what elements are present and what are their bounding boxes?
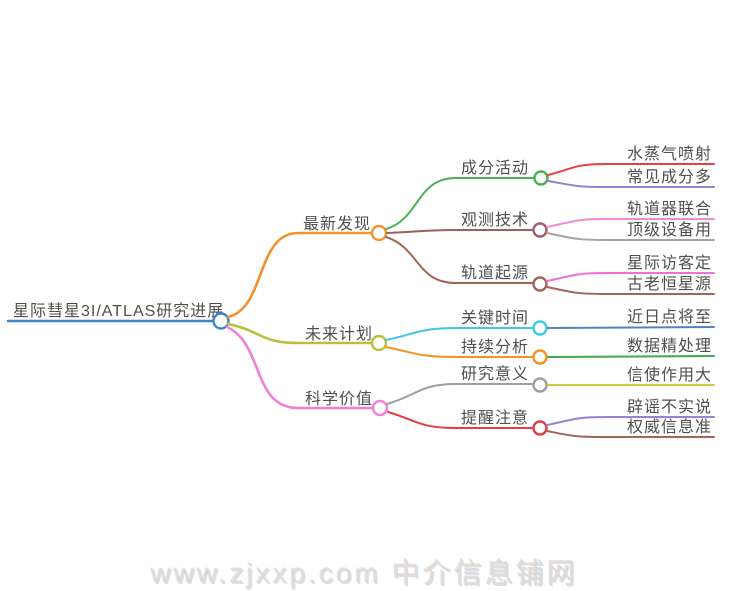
connector-reminder-notes [387, 411, 533, 429]
watermark-text: www.zjxxp.com 中介信息铺网 [150, 558, 579, 589]
future-plans-toggle-circle[interactable] [370, 334, 388, 352]
top-equipment-label[interactable]: 顶级设备用 [627, 221, 712, 239]
root-toggle-circle[interactable] [212, 312, 230, 330]
connector-composition-activity [385, 177, 534, 230]
future-plans-label[interactable]: 未来计划 [305, 325, 373, 343]
node-composition-activity[interactable]: 成分活动 [461, 159, 549, 186]
rumor-refute-label[interactable]: 辟谣不实说 [627, 398, 712, 416]
continuous-analysis-toggle-circle[interactable] [532, 349, 548, 365]
data-processing-label[interactable]: 数据精处理 [627, 337, 712, 355]
node-root[interactable]: 星际彗星3I/ATLAS研究进展 [6, 302, 230, 330]
connector-observation-tech [386, 229, 533, 234]
node-research-significance[interactable]: 研究意义 [461, 364, 548, 393]
reminder-notes-toggle-circle[interactable] [532, 420, 548, 436]
connector-key-time [385, 327, 533, 341]
key-time-toggle-circle[interactable] [532, 320, 548, 336]
research-significance-label[interactable]: 研究意义 [461, 364, 529, 383]
connector-root-future-plans [226, 322, 373, 345]
connector-root-latest-findings [226, 231, 373, 319]
latest-findings-toggle-circle[interactable] [370, 224, 388, 242]
node-key-time[interactable]: 关键时间 [461, 309, 548, 336]
connector-data-processing [547, 355, 715, 358]
root-label[interactable]: 星际彗星3I/ATLAS研究进展 [13, 302, 224, 320]
connector-orbiter-joint [546, 218, 715, 228]
scientific-value-label[interactable]: 科学价值 [305, 390, 373, 408]
connector-root-scientific-value [225, 325, 374, 410]
node-reminder-notes[interactable]: 提醒注意 [461, 408, 548, 436]
reminder-notes-label[interactable]: 提醒注意 [461, 408, 529, 427]
common-components-label[interactable]: 常见成分多 [627, 168, 712, 186]
connector-ancient-star-source [546, 286, 715, 295]
interstellar-visitor-label[interactable]: 星际访客定 [627, 254, 712, 272]
node-future-plans[interactable]: 未来计划 [305, 325, 388, 352]
authoritative-info-label[interactable]: 权威信息准 [627, 418, 712, 436]
observation-tech-toggle-circle[interactable] [532, 222, 548, 238]
water-vapor-jet-label[interactable]: 水蒸气喷射 [627, 145, 712, 163]
orbit-origin-label[interactable]: 轨道起源 [461, 264, 529, 282]
orbit-origin-toggle-circle[interactable] [532, 276, 548, 292]
node-scientific-value[interactable]: 科学价值 [305, 390, 389, 417]
node-latest-findings[interactable]: 最新发现 [303, 215, 388, 242]
observation-tech-label[interactable]: 观测技术 [461, 211, 529, 229]
connector-top-equipment [546, 232, 715, 241]
node-orbit-origin[interactable]: 轨道起源 [461, 264, 548, 292]
connector-common-components [547, 180, 715, 188]
research-significance-toggle-circle[interactable] [532, 377, 548, 393]
composition-activity-toggle-circle[interactable] [533, 170, 549, 186]
continuous-analysis-label[interactable]: 持续分析 [461, 338, 529, 356]
messenger-role-label[interactable]: 信使作用大 [627, 366, 712, 384]
connector-interstellar-visitor [546, 272, 715, 282]
connector-authoritative-info [546, 430, 715, 438]
connector-rumor-refute [546, 416, 715, 426]
perihelion-coming-label[interactable]: 近日点将至 [627, 308, 712, 326]
orbiter-joint-label[interactable]: 轨道器联合 [627, 200, 712, 218]
node-continuous-analysis[interactable]: 持续分析 [461, 338, 548, 365]
connector-orbit-origin [385, 236, 533, 284]
connector-research-significance [386, 383, 533, 405]
node-observation-tech[interactable]: 观测技术 [461, 211, 548, 238]
connector-perihelion-coming [547, 326, 715, 329]
ancient-star-source-label[interactable]: 古老恒星源 [627, 275, 712, 293]
connector-water-vapor-jet [547, 163, 715, 176]
scientific-value-toggle-circle[interactable] [371, 399, 389, 417]
latest-findings-label[interactable]: 最新发现 [303, 215, 371, 233]
composition-activity-label[interactable]: 成分活动 [461, 159, 529, 177]
key-time-label[interactable]: 关键时间 [461, 309, 529, 327]
connector-continuous-analysis [385, 346, 533, 358]
